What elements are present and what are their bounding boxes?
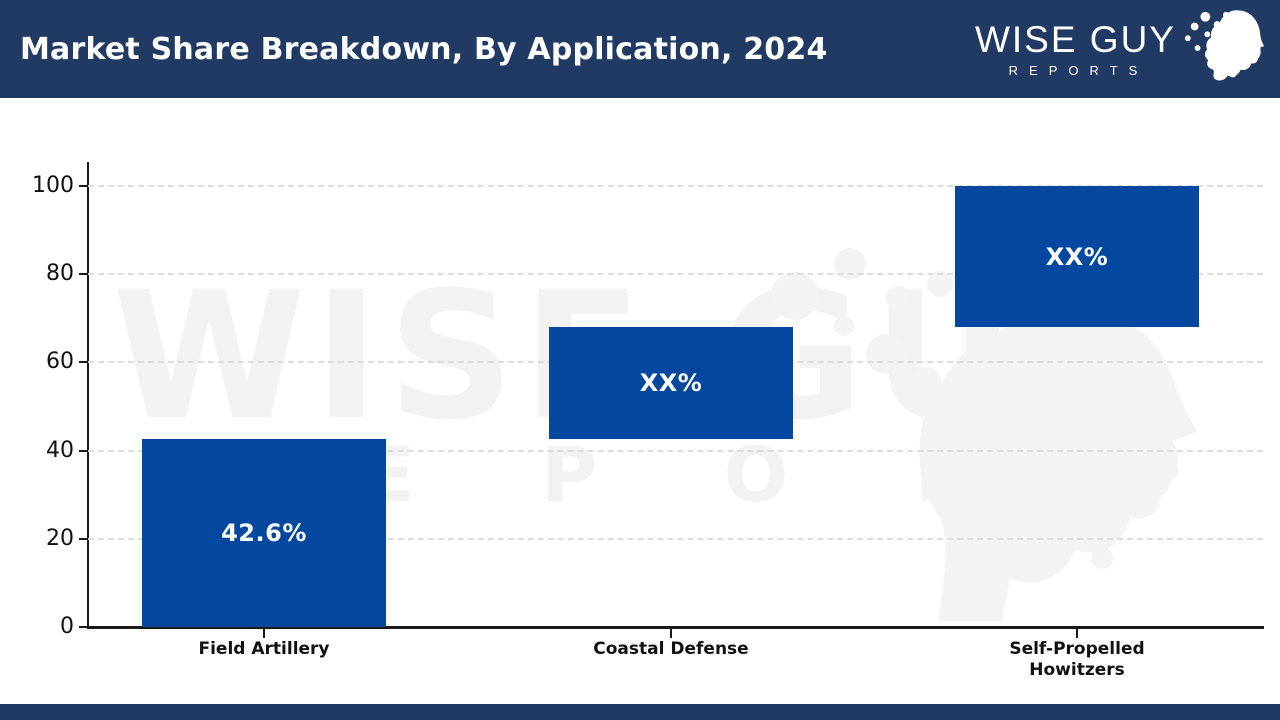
y-tick-label: 60 <box>46 349 74 375</box>
x-axis-line <box>87 626 1264 629</box>
logo-wordmark: WISE GUY <box>974 19 1176 60</box>
gridline-40 <box>88 449 1263 452</box>
y-axis-line <box>87 162 89 628</box>
y-tick-label: 100 <box>32 173 74 198</box>
logo-face-icon <box>1184 10 1265 81</box>
y-tick-mark <box>79 361 88 364</box>
x-category-label: Coastal Defense <box>593 639 749 659</box>
bar-field-artillery: 42.6% <box>142 439 386 627</box>
bar-value-label: XX% <box>1045 242 1109 271</box>
y-tick-mark <box>79 185 88 187</box>
bar-coastal-defense: XX% <box>549 327 793 440</box>
y-tick-label: 20 <box>46 525 74 551</box>
logo-subtext: REPORTS <box>1008 63 1149 78</box>
brand-logo: WISE GUY REPORTS <box>975 5 1266 93</box>
y-tick-mark <box>79 537 88 540</box>
x-tick-mark <box>1076 629 1078 638</box>
y-tick-mark <box>79 449 88 452</box>
x-tick-mark <box>263 629 265 638</box>
chart-area: WISE GUY R E P O R T S 0 20 40 60 80 100 42.6%… <box>0 98 1280 704</box>
page-title: Market Share Breakdown, By Application, … <box>20 31 828 67</box>
gridline-20 <box>88 537 1263 540</box>
y-tick-label: 40 <box>46 437 74 463</box>
x-tick-mark <box>670 629 672 638</box>
bar-value-label: 42.6% <box>221 519 307 548</box>
y-tick-mark <box>79 273 88 276</box>
header-bar: Market Share Breakdown, By Application, … <box>0 0 1280 98</box>
y-tick-mark <box>79 626 88 628</box>
x-category-label: Self-Propelled Howitzers <box>1009 639 1145 680</box>
brand-logo-text: WISE GUY REPORTS <box>975 21 1176 77</box>
watermark-face-icon <box>771 248 1197 621</box>
x-category-label: Field Artillery <box>198 639 330 659</box>
bar-self-propelled-howitzers: XX% <box>955 186 1199 328</box>
footer-bar <box>0 704 1280 720</box>
y-tick-label: 0 <box>60 614 74 639</box>
y-tick-label: 80 <box>46 261 74 287</box>
bar-value-label: XX% <box>639 369 703 398</box>
gridline-100 <box>88 185 1263 187</box>
gridline-80 <box>88 273 1263 276</box>
